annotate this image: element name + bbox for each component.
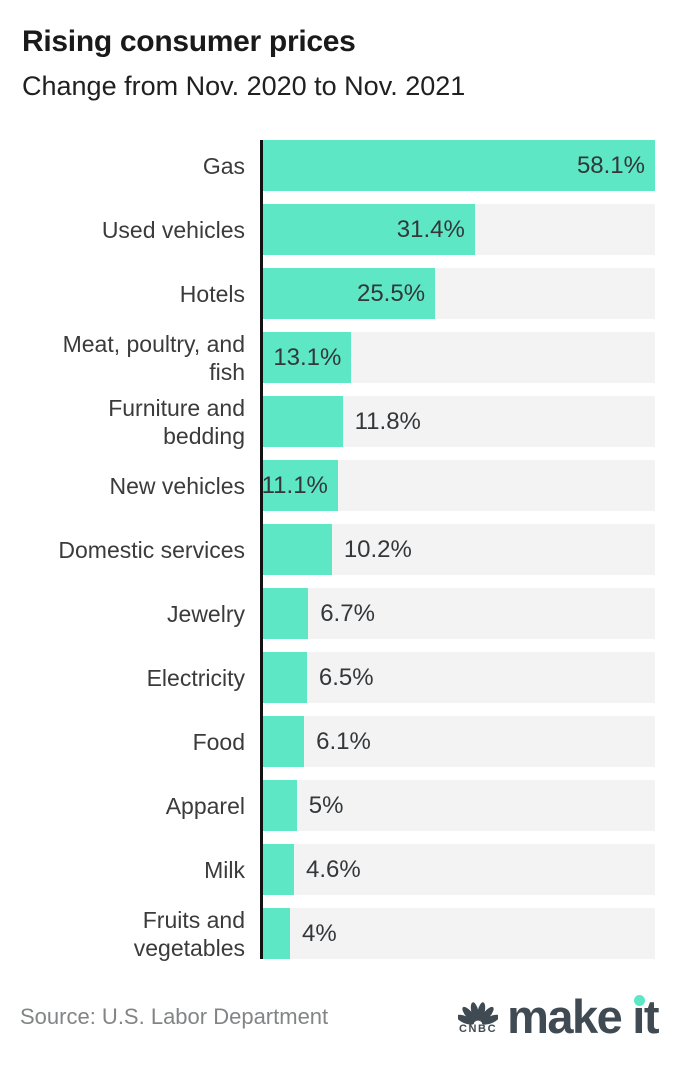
bar-row: Milk 4.6% xyxy=(0,844,655,895)
bar-track: 5% xyxy=(263,780,655,831)
value-label: 4.6% xyxy=(306,855,361,883)
value-label: 4% xyxy=(301,919,337,947)
make-it-wordmark: make ıt xyxy=(507,990,659,1043)
bar-row: New vehicles 11.1% xyxy=(0,460,655,511)
bar xyxy=(263,652,307,703)
category-label: Milk xyxy=(204,856,245,883)
value-label: 25.5% xyxy=(356,279,426,307)
it-word: ıt xyxy=(632,990,659,1043)
chart-title: Rising consumer prices xyxy=(22,25,356,58)
bar-row: Fruits and vegetables 4% xyxy=(0,906,655,961)
bar-row: Furniture and bedding 11.8% xyxy=(0,394,655,449)
bar-track: 31.4% xyxy=(263,204,655,255)
category-label: Furniture and bedding xyxy=(108,394,245,449)
bar xyxy=(263,844,295,895)
chart-subtitle: Change from Nov. 2020 to Nov. 2021 xyxy=(22,71,466,101)
category-label: Domestic services xyxy=(58,536,245,563)
bar-chart: Gas 58.1% Used vehicles 31.4% Hotels 25.… xyxy=(0,140,655,961)
category-label: Fruits and vegetables xyxy=(133,906,245,961)
bar xyxy=(263,588,309,639)
bar xyxy=(263,716,305,767)
bar-row: Domestic services 10.2% xyxy=(0,524,655,575)
bar: 25.5% xyxy=(263,268,436,319)
category-label: Electricity xyxy=(146,664,245,691)
value-label: 11.8% xyxy=(354,407,421,435)
value-label: 6.1% xyxy=(316,727,371,755)
footer: Source: U.S. Labor Department CNBC make xyxy=(20,990,659,1043)
value-label: 31.4% xyxy=(396,215,465,243)
bar-row: Apparel 5% xyxy=(0,780,655,831)
value-label: 6.5% xyxy=(318,663,374,691)
chart-header: Rising consumer prices Change from Nov. … xyxy=(0,0,676,102)
rows-container: Gas 58.1% Used vehicles 31.4% Hotels 25.… xyxy=(0,140,655,961)
bar xyxy=(263,780,297,831)
bar-track: 11.8% xyxy=(263,396,655,447)
value-label: 13.1% xyxy=(273,343,342,371)
bar: 58.1% xyxy=(263,140,655,191)
bar-track: 6.5% xyxy=(263,652,655,703)
source-note: Source: U.S. Labor Department xyxy=(20,1004,329,1030)
value-label: 58.1% xyxy=(576,151,645,179)
bar-row: Gas 58.1% xyxy=(0,140,655,191)
bar: 13.1% xyxy=(263,332,352,383)
bar-track: 4.6% xyxy=(263,844,655,895)
category-label: New vehicles xyxy=(109,472,246,499)
category-label: Food xyxy=(192,728,245,755)
category-label: Used vehicles xyxy=(101,216,245,243)
make-word: make xyxy=(507,990,623,1043)
bar-row: Electricity 6.5% xyxy=(0,652,655,703)
value-label: 11.1% xyxy=(261,471,328,499)
bar-row: Used vehicles 31.4% xyxy=(0,204,655,255)
cnbc-block: CNBC xyxy=(458,1000,499,1035)
category-label: Apparel xyxy=(165,792,245,819)
value-label: 10.2% xyxy=(343,535,412,563)
category-label: Hotels xyxy=(179,280,245,307)
bar-track: 13.1% xyxy=(263,332,655,383)
bar-track: 58.1% xyxy=(263,140,655,191)
bar: 11.1% xyxy=(261,460,338,511)
bar-track: 4% xyxy=(263,908,655,959)
bar-track: 6.1% xyxy=(263,716,655,767)
bar xyxy=(263,396,343,447)
bar-track: 25.5% xyxy=(263,268,655,319)
cnbc-wordmark: CNBC xyxy=(458,1022,498,1035)
bar-track: 6.7% xyxy=(263,588,655,639)
bar-track: 10.2% xyxy=(263,524,655,575)
bar-track: 11.1% xyxy=(261,460,655,511)
bar-row: Hotels 25.5% xyxy=(0,268,655,319)
bar: 31.4% xyxy=(263,204,475,255)
bar-row: Jewelry 6.7% xyxy=(0,588,655,639)
bar xyxy=(263,524,332,575)
teal-dot-icon xyxy=(634,995,646,1006)
category-label: Meat, poultry, and fish xyxy=(62,330,245,385)
bar-row: Meat, poultry, and fish 13.1% xyxy=(0,330,655,385)
cnbc-make-it-logo: CNBC make ıt xyxy=(458,990,659,1043)
category-label: Jewelry xyxy=(167,600,245,627)
cnbc-peacock-icon xyxy=(458,1001,499,1025)
value-label: 6.7% xyxy=(320,599,375,627)
bar xyxy=(263,908,290,959)
category-label: Gas xyxy=(202,152,245,179)
bar-row: Food 6.1% xyxy=(0,716,655,767)
value-label: 5% xyxy=(308,791,344,819)
axis-line xyxy=(260,140,263,959)
